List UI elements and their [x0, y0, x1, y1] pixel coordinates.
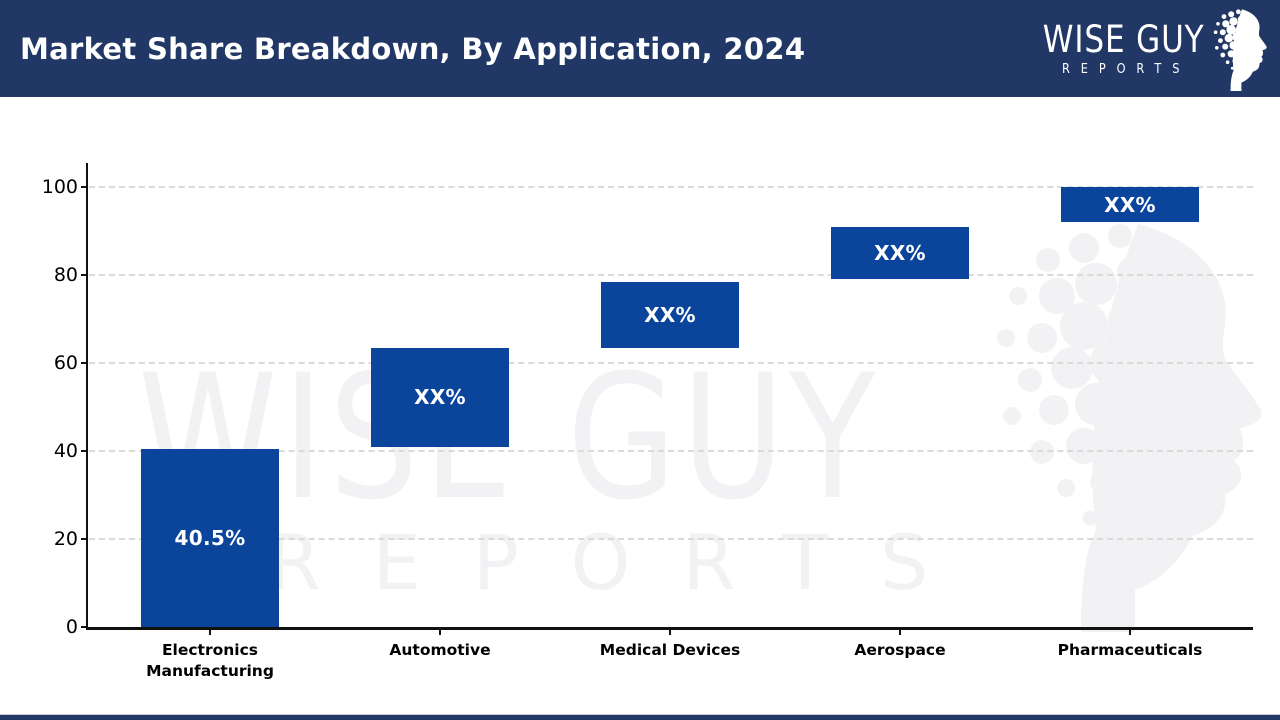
- x-tick-label: Electronics Manufacturing: [146, 641, 274, 680]
- x-tick: [669, 629, 671, 635]
- y-axis-line: [86, 163, 88, 629]
- y-tick: [81, 274, 88, 276]
- x-tick: [439, 629, 441, 635]
- y-tick-label: 80: [53, 264, 78, 286]
- footer-bar: [0, 714, 1280, 720]
- y-tick-label: 20: [53, 528, 78, 550]
- page-title: Market Share Breakdown, By Application, …: [20, 31, 806, 66]
- gridline: [89, 274, 1253, 276]
- bar-medical-devices: XX%: [601, 281, 739, 348]
- y-tick-label: 100: [41, 176, 78, 198]
- y-tick: [81, 626, 88, 628]
- x-tick-label: Medical Devices: [599, 641, 741, 659]
- brand-reports-label: REPORTS: [1061, 61, 1190, 78]
- bar-pharmaceuticals: XX%: [1061, 187, 1199, 223]
- bar-value-label: XX%: [1104, 192, 1156, 217]
- x-tick: [899, 629, 901, 635]
- x-tick: [209, 629, 211, 635]
- y-tick: [81, 186, 88, 188]
- bar-automotive: XX%: [371, 347, 509, 447]
- y-tick: [81, 450, 88, 452]
- brand-wordmark-block: WISE GUY REPORTS: [1042, 17, 1204, 78]
- bar-value-label: XX%: [874, 240, 926, 265]
- brand-logo: WISE GUY REPORTS: [1012, 4, 1272, 94]
- gridline: [89, 450, 1253, 452]
- bar-value-label: XX%: [644, 302, 696, 327]
- gridline: [89, 362, 1253, 364]
- y-tick: [81, 362, 88, 364]
- x-tick-label: Aerospace: [854, 641, 946, 659]
- watermark-reports-label: REPORTS: [268, 518, 981, 607]
- header-bar: Market Share Breakdown, By Application, …: [0, 0, 1280, 97]
- gridline: [89, 186, 1253, 188]
- x-axis-line: [86, 627, 1253, 630]
- y-tick: [81, 538, 88, 540]
- bar-aerospace: XX%: [831, 226, 969, 280]
- x-tick: [1129, 629, 1131, 635]
- brand-wordmark: WISE GUY: [1042, 17, 1204, 61]
- bar-value-label: XX%: [414, 385, 466, 410]
- gridline: [89, 538, 1253, 540]
- y-tick-label: 0: [65, 616, 78, 638]
- x-tick-label: Pharmaceuticals: [1057, 641, 1203, 659]
- watermark-head-icon: [997, 224, 1262, 632]
- bar-value-label: 40.5%: [174, 525, 246, 550]
- x-tick-label: Automotive: [389, 641, 491, 659]
- y-tick-label: 40: [53, 440, 78, 462]
- y-tick-label: 60: [53, 352, 78, 374]
- bar-electronics-manufacturing: 40.5%: [141, 448, 279, 627]
